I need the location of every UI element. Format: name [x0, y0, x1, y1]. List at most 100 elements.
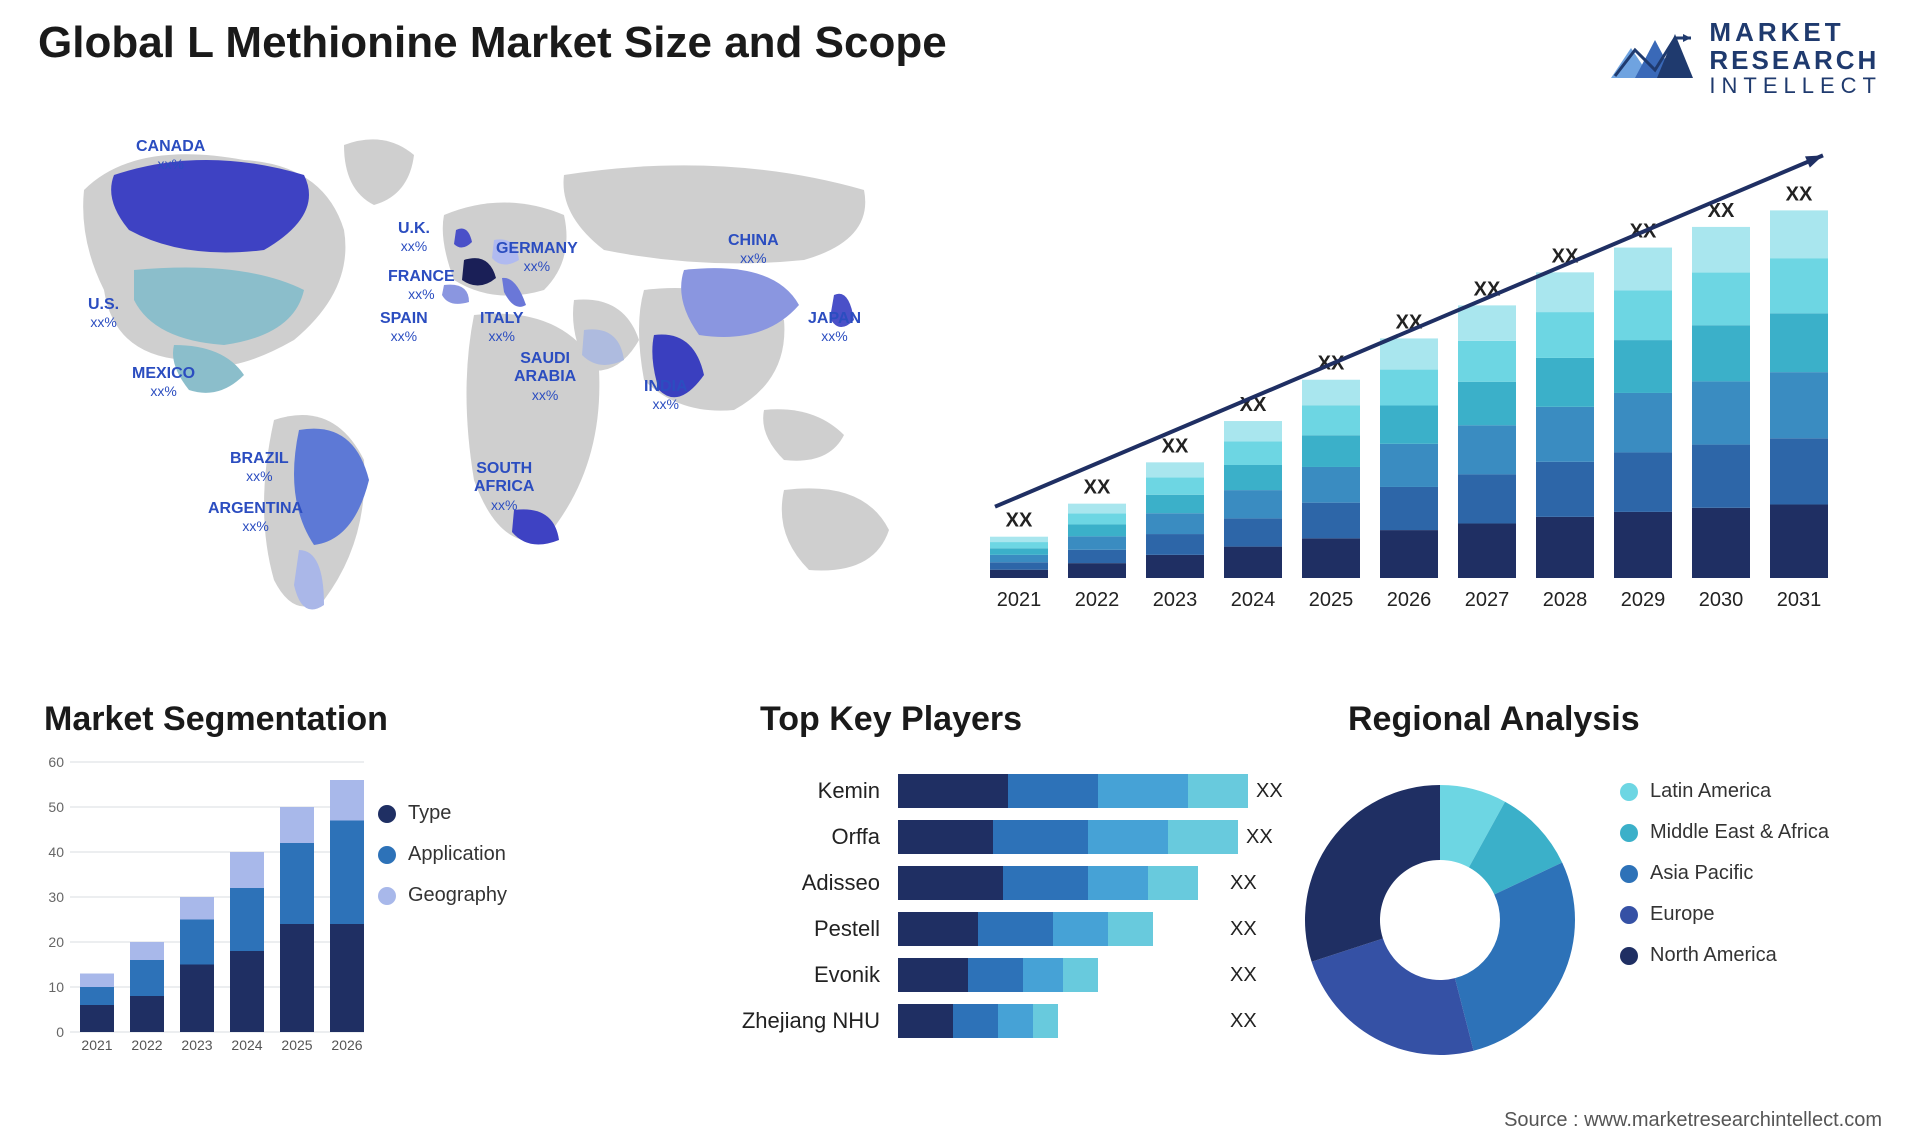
map-country-label: INDIAxx% [644, 378, 688, 412]
legend-dot-icon [1620, 824, 1638, 842]
map-country-label: ITALYxx% [480, 310, 524, 344]
brand-logo: MARKET RESEARCH INTELLECT [1609, 18, 1882, 98]
player-bar [898, 958, 1098, 992]
logo-line1: MARKET [1709, 18, 1882, 46]
legend-item: Latin America [1620, 780, 1829, 803]
svg-text:20: 20 [48, 934, 64, 950]
regional-legend: Latin America Middle East & Africa Asia Pa… [1620, 780, 1829, 985]
map-country-label: CANADAxx% [136, 138, 205, 172]
legend-label: Geography [408, 884, 507, 907]
player-bar-segment [1148, 866, 1198, 900]
map-country-label: SAUDIARABIAxx% [514, 350, 576, 403]
player-bar-segment [898, 866, 1003, 900]
svg-text:2023: 2023 [1153, 589, 1198, 611]
logo-line3: INTELLECT [1709, 74, 1882, 98]
svg-text:2024: 2024 [231, 1037, 262, 1053]
page-title: Global L Methionine Market Size and Scop… [38, 18, 947, 68]
logo-text: MARKET RESEARCH INTELLECT [1709, 18, 1882, 98]
player-bar [898, 866, 1198, 900]
player-bar-segment [1003, 866, 1088, 900]
player-bar-segment [898, 912, 978, 946]
player-row: KeminXX [720, 768, 1280, 814]
player-bar [898, 820, 1238, 854]
legend-dot-icon [378, 846, 396, 864]
player-bar-segment [978, 912, 1053, 946]
legend-dot-icon [1620, 865, 1638, 883]
legend-item: North America [1620, 944, 1829, 967]
player-name: Evonik [720, 962, 890, 988]
legend-item: Asia Pacific [1620, 862, 1829, 885]
player-bar-segment [898, 1004, 953, 1038]
legend-label: Asia Pacific [1650, 862, 1753, 885]
source-label: Source : www.marketresearchintellect.com [1504, 1109, 1882, 1132]
player-bar [898, 1004, 1058, 1038]
logo-line2: RESEARCH [1709, 46, 1882, 74]
player-bar-segment [998, 1004, 1033, 1038]
player-row: Adisseo XX [720, 860, 1280, 906]
legend-dot-icon [378, 805, 396, 823]
player-name: Adisseo [720, 870, 890, 896]
player-value: XX [1246, 826, 1296, 849]
svg-text:2027: 2027 [1465, 589, 1510, 611]
player-bar-segment [1088, 866, 1148, 900]
map-country-label: JAPANxx% [808, 310, 861, 344]
legend-label: Application [408, 843, 506, 866]
player-row: Zhejiang NHUXX [720, 998, 1280, 1044]
legend-label: Middle East & Africa [1650, 821, 1829, 844]
growth-chart: XX2021XX2022XX2023XX2024XX2025XX2026XX20… [980, 138, 1870, 638]
header: Global L Methionine Market Size and Scop… [38, 18, 1882, 98]
player-bar-segment [953, 1004, 998, 1038]
world-map: CANADAxx%U.S.xx%MEXICOxx%BRAZILxx%ARGENT… [44, 120, 914, 660]
svg-text:2021: 2021 [81, 1037, 112, 1053]
svg-text:2025: 2025 [281, 1037, 312, 1053]
legend-label: Type [408, 802, 451, 825]
svg-text:2022: 2022 [131, 1037, 162, 1053]
svg-text:XX: XX [1006, 510, 1033, 532]
player-bar-segment [1063, 958, 1098, 992]
svg-text:10: 10 [48, 979, 64, 995]
map-country-label: FRANCExx% [388, 268, 455, 302]
player-bar-segment [1008, 774, 1098, 808]
player-bar-segment [1053, 912, 1108, 946]
player-bar-segment [1168, 820, 1238, 854]
svg-text:2028: 2028 [1543, 589, 1588, 611]
player-bar-segment [1023, 958, 1063, 992]
player-value: XX [1230, 872, 1280, 895]
svg-text:2029: 2029 [1621, 589, 1666, 611]
player-bar [898, 774, 1248, 808]
svg-text:2022: 2022 [1075, 589, 1120, 611]
player-bar-segment [993, 820, 1088, 854]
regional-chart: Latin America Middle East & Africa Asia Pa… [1290, 710, 1890, 1110]
map-country-label: U.K.xx% [398, 220, 430, 254]
player-bar-segment [898, 774, 1008, 808]
map-country-label: CHINAxx% [728, 232, 779, 266]
player-bar-segment [1088, 820, 1168, 854]
svg-text:2030: 2030 [1699, 589, 1744, 611]
svg-text:XX: XX [1162, 435, 1189, 457]
map-country-label: MEXICOxx% [132, 365, 195, 399]
logo-mark-icon [1609, 26, 1695, 90]
svg-text:2021: 2021 [997, 589, 1042, 611]
svg-text:2025: 2025 [1309, 589, 1354, 611]
legend-label: Europe [1650, 903, 1715, 926]
legend-item: Application [378, 843, 507, 866]
svg-text:2031: 2031 [1777, 589, 1822, 611]
player-bar-segment [968, 958, 1023, 992]
map-country-label: SPAINxx% [380, 310, 428, 344]
legend-item: Europe [1620, 903, 1829, 926]
map-country-label: GERMANYxx% [496, 240, 578, 274]
map-country-label: ARGENTINAxx% [208, 500, 303, 534]
map-country-label: BRAZILxx% [230, 450, 289, 484]
player-bar [898, 912, 1153, 946]
player-bar-segment [1188, 774, 1248, 808]
player-row: EvonikXX [720, 952, 1280, 998]
segmentation-title: Market Segmentation [44, 700, 388, 739]
player-value: XX [1230, 918, 1280, 941]
player-bar-segment [1098, 774, 1188, 808]
legend-dot-icon [1620, 906, 1638, 924]
player-name: Kemin [720, 778, 890, 804]
segmentation-chart: 0102030405060202120222023202420252026 Ty… [38, 742, 598, 1102]
player-bar-segment [898, 820, 993, 854]
legend-dot-icon [1620, 783, 1638, 801]
player-bar-segment [1033, 1004, 1058, 1038]
